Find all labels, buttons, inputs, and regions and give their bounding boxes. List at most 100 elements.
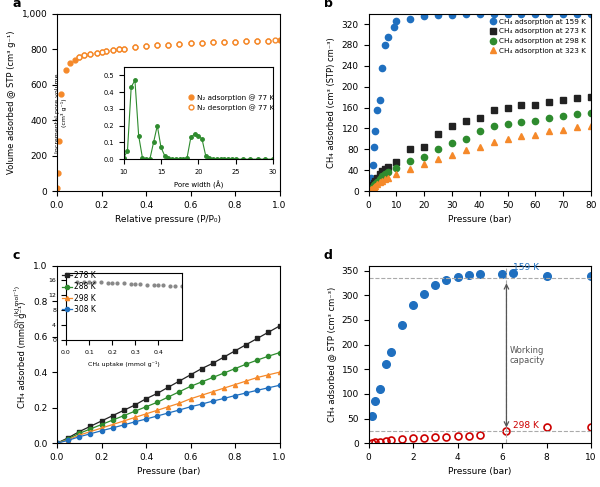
CH₄ adsorption at 298 K bbox=[532, 118, 539, 124]
288 K bbox=[187, 383, 194, 389]
N₂ desorption @ 77 K bbox=[187, 40, 194, 46]
288 K bbox=[65, 436, 72, 442]
N₂ adsorption @ 77 K bbox=[98, 49, 105, 55]
288 K bbox=[131, 408, 139, 414]
CH₄ adsorption at 323 K bbox=[365, 188, 373, 194]
CH₄ adsorption at 298 K bbox=[369, 184, 376, 190]
CH₄ adsorption at 323 K bbox=[574, 125, 581, 131]
288 K bbox=[254, 357, 261, 363]
N₂ adsorption @ 77 K bbox=[80, 53, 88, 58]
298 K bbox=[98, 425, 105, 431]
CH₄ adsorption at 323 K bbox=[407, 166, 414, 172]
CH₄ adsorption at 273 K bbox=[366, 187, 373, 193]
308 K bbox=[276, 382, 283, 388]
Legend: 278 K, 288 K, 298 K, 308 K: 278 K, 288 K, 298 K, 308 K bbox=[61, 269, 97, 316]
N₂ desorption @ 77 K bbox=[254, 38, 261, 44]
308 K bbox=[220, 395, 227, 401]
CH₄ adsorption at 273 K bbox=[490, 107, 497, 113]
CH₄ adsorption at 273 K bbox=[421, 144, 428, 150]
CH₄ adsorption at 159 K bbox=[376, 97, 383, 103]
308 K bbox=[120, 422, 127, 428]
CH₄ adsorption at 159 K bbox=[382, 42, 389, 48]
278 K bbox=[120, 408, 127, 413]
288 K bbox=[109, 417, 116, 423]
278 K bbox=[154, 391, 161, 396]
CH₄ adsorption at 298 K bbox=[372, 181, 379, 187]
308 K bbox=[142, 416, 149, 422]
N₂ desorption @ 77 K bbox=[220, 39, 227, 45]
CH₄ adsorption at 159 K bbox=[390, 24, 397, 30]
N₂ adsorption @ 77 K bbox=[120, 46, 127, 52]
CH₄ adsorption at 323 K bbox=[373, 182, 380, 187]
Text: 159 K: 159 K bbox=[513, 262, 539, 272]
288 K bbox=[154, 399, 161, 405]
CH₄ adsorption at 298 K bbox=[366, 187, 373, 193]
CH₄ adsorption at 298 K bbox=[370, 183, 377, 188]
CH₄ adsorption at 323 K bbox=[393, 171, 400, 177]
Line: CH₄ adsorption at 273 K: CH₄ adsorption at 273 K bbox=[365, 94, 594, 194]
CH₄ adsorption at 298 K bbox=[560, 113, 567, 119]
Line: 298 K: 298 K bbox=[55, 370, 281, 445]
CH₄ adsorption at 273 K bbox=[434, 131, 442, 137]
CH₄ adsorption at 323 K bbox=[421, 161, 428, 167]
298 K bbox=[109, 422, 116, 428]
N₂ adsorption @ 77 K bbox=[276, 37, 283, 43]
308 K bbox=[209, 398, 217, 404]
278 K bbox=[109, 413, 116, 419]
CH₄ adsorption at 159 K bbox=[504, 11, 511, 17]
CH₄ adsorption at 273 K bbox=[379, 169, 386, 174]
N₂ desorption @ 77 K bbox=[176, 41, 183, 47]
N₂ desorption @ 77 K bbox=[242, 38, 250, 44]
N₂ desorption @ 77 K bbox=[103, 48, 110, 54]
CH₄ adsorption at 298 K bbox=[476, 128, 484, 134]
CH₄ adsorption at 159 K bbox=[545, 11, 553, 17]
CH₄ adsorption at 159 K bbox=[587, 11, 595, 17]
CH₄ adsorption at 298 K bbox=[574, 112, 581, 117]
X-axis label: Pressure (bar): Pressure (bar) bbox=[137, 468, 200, 476]
CH₄ adsorption at 159 K bbox=[366, 187, 373, 192]
CH₄ adsorption at 159 K bbox=[490, 11, 497, 17]
298 K bbox=[242, 378, 250, 384]
Line: 288 K: 288 K bbox=[55, 351, 281, 445]
CH₄ adsorption at 323 K bbox=[504, 136, 511, 142]
CH₄ adsorption at 323 K bbox=[376, 179, 383, 185]
Legend: N₂ adsorption @ 77 K, N₂ desorption @ 77 K: N₂ adsorption @ 77 K, N₂ desorption @ 77… bbox=[187, 93, 276, 112]
CH₄ adsorption at 273 K bbox=[476, 115, 484, 121]
CH₄ adsorption at 273 K bbox=[385, 164, 392, 169]
CH₄ adsorption at 323 K bbox=[560, 127, 567, 132]
Line: CH₄ adsorption at 159 K: CH₄ adsorption at 159 K bbox=[365, 11, 594, 194]
CH₄ adsorption at 159 K bbox=[532, 11, 539, 17]
288 K bbox=[198, 379, 205, 385]
288 K bbox=[176, 389, 183, 394]
N₂ desorption @ 77 K bbox=[131, 44, 139, 50]
288 K bbox=[98, 422, 105, 428]
N₂ desorption @ 77 K bbox=[76, 54, 83, 60]
CH₄ adsorption at 323 K bbox=[448, 151, 455, 157]
Text: a: a bbox=[13, 0, 21, 10]
298 K bbox=[154, 408, 161, 413]
CH₄ adsorption at 159 K bbox=[448, 12, 455, 18]
Legend: CH₄ adsorption at 159 K, CH₄ adsorption at 273 K, CH₄ adsorption at 298 K, CH₄ a: CH₄ adsorption at 159 K, CH₄ adsorption … bbox=[488, 17, 587, 55]
CH₄ adsorption at 159 K bbox=[574, 11, 581, 17]
N₂ adsorption @ 77 K bbox=[55, 170, 62, 176]
N₂ adsorption @ 77 K bbox=[198, 39, 205, 45]
CH₄ adsorption at 323 K bbox=[518, 133, 525, 139]
Line: 278 K: 278 K bbox=[55, 324, 281, 445]
Text: c: c bbox=[13, 248, 20, 262]
288 K bbox=[265, 353, 272, 359]
N₂ adsorption @ 77 K bbox=[116, 47, 123, 53]
288 K bbox=[209, 375, 217, 380]
N₂ adsorption @ 77 K bbox=[265, 37, 272, 43]
288 K bbox=[87, 426, 94, 432]
298 K bbox=[164, 404, 172, 410]
CH₄ adsorption at 273 K bbox=[560, 97, 567, 103]
CH₄ adsorption at 159 K bbox=[373, 107, 380, 113]
N₂ adsorption @ 77 K bbox=[67, 60, 74, 66]
CH₄ adsorption at 323 K bbox=[476, 144, 484, 150]
CH₄ adsorption at 159 K bbox=[367, 180, 374, 186]
298 K bbox=[176, 400, 183, 406]
298 K bbox=[120, 418, 127, 424]
CH₄ adsorption at 273 K bbox=[448, 123, 455, 129]
288 K bbox=[232, 366, 239, 372]
N₂ desorption @ 77 K bbox=[154, 42, 161, 48]
